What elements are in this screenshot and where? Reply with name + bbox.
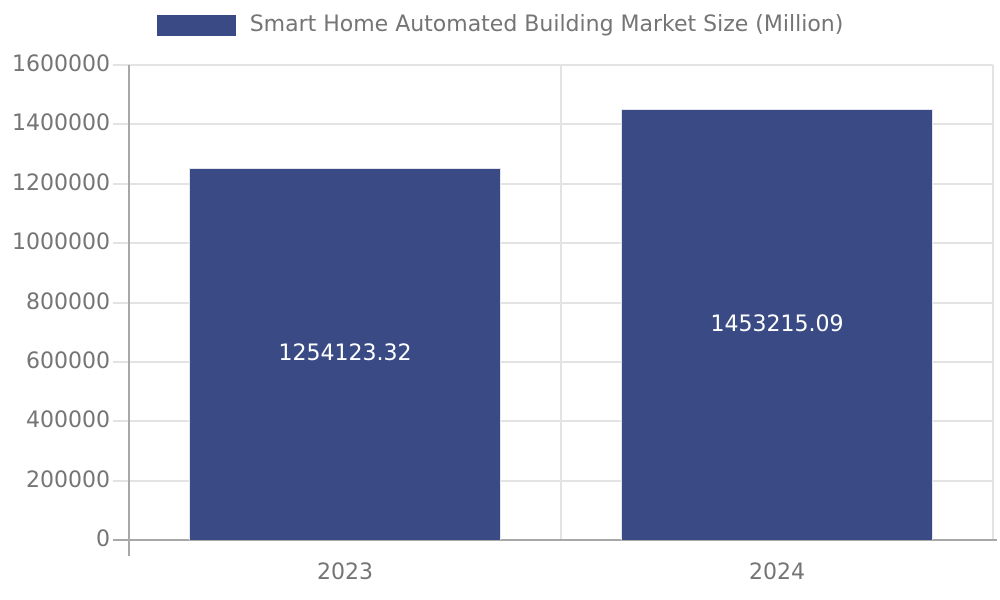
y-tick-label: 200000: [26, 467, 110, 493]
legend-item[interactable]: Smart Home Automated Building Market Siz…: [156, 12, 844, 38]
y-tick-label: 600000: [26, 348, 110, 374]
x-axis-line: [113, 539, 997, 541]
y-tick-label: 1400000: [12, 111, 110, 137]
x-tick-label: 2024: [749, 560, 805, 585]
gridline-horizontal: [113, 242, 993, 245]
chart-title: Smart Home Automated Building Market Siz…: [249, 12, 844, 37]
x-tick-label: 2023: [317, 560, 373, 585]
legend-swatch-icon: [156, 14, 236, 36]
y-tick-label: 1200000: [12, 170, 110, 196]
gridline-horizontal: [113, 123, 993, 126]
y-tick-label: 0: [96, 527, 110, 552]
y-tick-label: 400000: [26, 408, 110, 434]
gridline-horizontal: [113, 182, 993, 185]
y-tick-label: 800000: [26, 289, 110, 315]
bar-value-label: 1453215.09: [710, 311, 844, 337]
bar-2023: 1254123.32: [189, 167, 501, 540]
y-axis-line: [128, 65, 130, 556]
gridline-horizontal: [113, 301, 993, 304]
legend: Smart Home Automated Building Market Siz…: [0, 12, 1000, 38]
gridline-vertical: [992, 65, 994, 540]
gridline-horizontal: [113, 360, 993, 363]
gridline-horizontal: [113, 479, 993, 482]
gridline-horizontal: [113, 64, 993, 66]
gridline-vertical: [560, 65, 562, 540]
bar-2024: 1453215.09: [621, 108, 933, 540]
bar-value-label: 1254123.32: [278, 341, 412, 367]
gridline-horizontal: [113, 420, 993, 423]
y-tick-label: 1000000: [12, 230, 110, 256]
y-tick-label: 1600000: [12, 52, 110, 77]
